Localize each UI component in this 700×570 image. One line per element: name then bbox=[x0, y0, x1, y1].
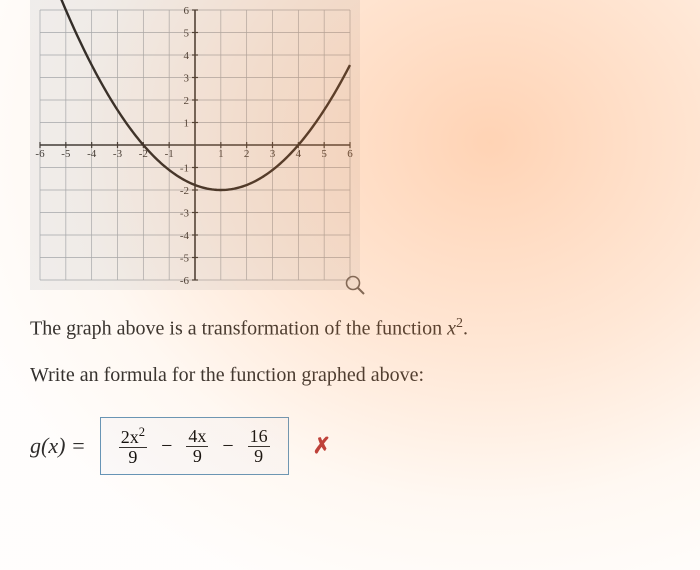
svg-text:1: 1 bbox=[218, 148, 224, 160]
svg-text:4: 4 bbox=[296, 148, 302, 160]
search-icon bbox=[344, 274, 366, 296]
svg-text:-6: -6 bbox=[180, 275, 190, 287]
svg-text:-5: -5 bbox=[61, 148, 71, 160]
problem-text-a: The graph above is a transformation of t… bbox=[30, 318, 447, 340]
graph-svg: -6-5-4-3-2-1123456-6-5-4-3-2-1123456 bbox=[30, 0, 360, 290]
svg-text:3: 3 bbox=[270, 148, 276, 160]
function-x: x bbox=[447, 318, 456, 340]
problem-text-b: . bbox=[463, 318, 468, 340]
svg-text:-1: -1 bbox=[180, 163, 189, 175]
svg-text:-3: -3 bbox=[113, 148, 123, 160]
svg-text:-3: -3 bbox=[180, 208, 190, 220]
svg-text:5: 5 bbox=[184, 28, 190, 40]
svg-text:-4: -4 bbox=[180, 230, 190, 242]
svg-text:4: 4 bbox=[184, 50, 190, 62]
operator-2: − bbox=[220, 435, 235, 458]
answer-lhs: g(x) = bbox=[30, 433, 86, 459]
svg-text:2: 2 bbox=[184, 95, 190, 107]
function-exp: 2 bbox=[456, 316, 463, 331]
problem-line-1: The graph above is a transformation of t… bbox=[30, 314, 670, 343]
svg-text:6: 6 bbox=[347, 148, 353, 160]
svg-text:-2: -2 bbox=[180, 185, 189, 197]
coordinate-graph: -6-5-4-3-2-1123456-6-5-4-3-2-1123456 bbox=[30, 0, 360, 290]
term-3: 16 9 bbox=[248, 427, 270, 466]
term-1: 2x2 9 bbox=[119, 426, 147, 467]
svg-text:-1: -1 bbox=[165, 148, 174, 160]
svg-text:1: 1 bbox=[184, 118, 190, 130]
incorrect-mark-icon: ✗ bbox=[313, 433, 331, 459]
svg-text:-5: -5 bbox=[180, 253, 190, 265]
operator-1: − bbox=[159, 435, 174, 458]
problem-line-2: Write an formula for the function graphe… bbox=[30, 361, 670, 389]
svg-text:5: 5 bbox=[321, 148, 327, 160]
svg-text:-4: -4 bbox=[87, 148, 97, 160]
answer-row: g(x) = 2x2 9 − 4x 9 − 16 9 ✗ bbox=[30, 417, 670, 476]
svg-text:6: 6 bbox=[184, 5, 190, 17]
answer-input-box[interactable]: 2x2 9 − 4x 9 − 16 9 bbox=[100, 417, 289, 476]
term-2: 4x 9 bbox=[186, 427, 208, 466]
svg-text:3: 3 bbox=[184, 73, 190, 85]
svg-text:-6: -6 bbox=[35, 148, 45, 160]
svg-text:2: 2 bbox=[244, 148, 250, 160]
